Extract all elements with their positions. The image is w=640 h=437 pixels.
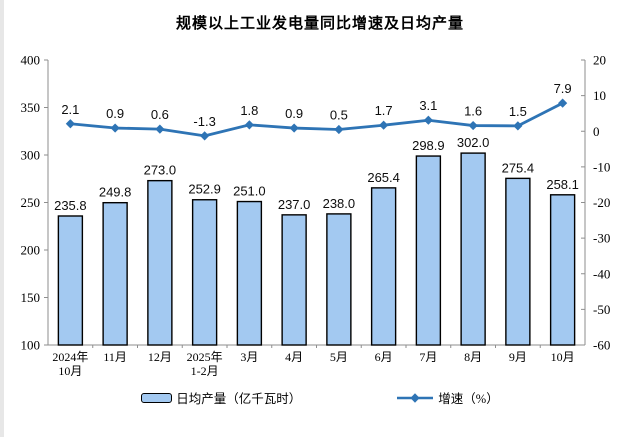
bar (549, 194, 576, 346)
x-axis-category-label: 1-2月 (191, 364, 219, 378)
line-marker-diamond (468, 120, 478, 131)
bar-value-label: 275.4 (502, 160, 535, 175)
line-marker-diamond (334, 124, 344, 135)
bar-value-label: 302.0 (457, 135, 490, 150)
line-value-label: 3.1 (419, 98, 437, 113)
right-axis-tick-label: -50 (593, 302, 610, 317)
line-value-label: 0.6 (151, 107, 169, 122)
x-axis-category-label: 2024年 (52, 350, 88, 364)
line-marker-diamond (244, 120, 254, 130)
line-legend-marker-icon (396, 392, 434, 404)
line-value-label: 0.9 (106, 106, 124, 121)
bar-value-label: 252.9 (188, 182, 221, 197)
bar-value-label: 249.8 (99, 185, 132, 200)
x-axis-category-label: 10月 (58, 364, 82, 378)
right-axis-tick-label: 20 (593, 53, 606, 68)
x-axis-category-label: 11月 (103, 350, 127, 364)
x-axis-category-label: 4月 (285, 350, 303, 364)
left-axis-tick-label: 100 (21, 338, 41, 353)
x-axis-category-label: 2025年 (187, 350, 223, 364)
line-value-label: 0.5 (330, 107, 348, 122)
x-axis-category-label: 10月 (551, 350, 575, 364)
x-axis-category-label: 3月 (240, 350, 258, 364)
line-marker-diamond (65, 119, 75, 129)
bar (191, 199, 218, 346)
line-marker-diamond (289, 123, 299, 133)
bar (57, 215, 84, 346)
right-axis-tick-label: -20 (593, 195, 610, 210)
right-axis-tick-label: -40 (593, 266, 610, 281)
x-axis-category-label: 7月 (419, 350, 437, 364)
bar (326, 213, 352, 346)
left-axis-tick-label: 250 (21, 195, 41, 210)
bar (505, 177, 531, 346)
line-marker-diamond (155, 124, 165, 134)
chart-title: 规模以上工业发电量同比增速及日均产量 (175, 15, 464, 32)
bar-value-label: 265.4 (367, 170, 400, 185)
bar (102, 201, 128, 346)
left-axis-tick-label: 150 (21, 290, 41, 305)
bar (370, 187, 397, 346)
legend-item-bar: 日均产量（亿千瓦时） (141, 388, 301, 407)
line-value-label: 0.9 (285, 106, 303, 121)
x-axis-category-label: 6月 (375, 350, 393, 364)
left-axis-tick-label: 200 (21, 243, 41, 258)
right-axis-tick-label: -10 (593, 159, 610, 174)
bar (415, 155, 442, 346)
right-axis-tick-label: 0 (593, 124, 600, 139)
x-axis-category-label: 8月 (464, 350, 482, 364)
bar (147, 179, 173, 346)
line-value-label: 1.7 (375, 103, 393, 118)
growth-line (70, 101, 564, 138)
bar-value-label: 237.0 (278, 197, 311, 212)
line-marker-diamond (513, 121, 523, 131)
left-axis-tick-label: 300 (21, 148, 41, 163)
bar-value-label: 298.9 (412, 138, 445, 153)
bar (236, 200, 263, 346)
line-marker-diamond (110, 123, 120, 133)
line-legend-label: 增速（%） (438, 392, 499, 406)
legend: 日均产量（亿千瓦时） 增速（%） (0, 388, 640, 407)
line-value-label: 1.6 (464, 104, 482, 119)
line-value-label: 1.8 (240, 103, 258, 118)
bar-value-label: 235.8 (54, 198, 87, 213)
line-marker-diamond (558, 98, 568, 108)
left-edge-strip (0, 0, 4, 437)
bar (460, 152, 486, 346)
bar-value-label: 258.1 (546, 177, 579, 192)
x-axis-category-label: 5月 (330, 350, 348, 364)
bar-value-label: 273.0 (144, 163, 177, 178)
line-value-label: 7.9 (554, 81, 572, 96)
right-axis-tick-label: -60 (593, 338, 610, 353)
bar-value-label: 238.0 (323, 196, 356, 211)
bar-legend-label: 日均产量（亿千瓦时） (176, 392, 302, 406)
line-marker-diamond (379, 120, 389, 130)
left-axis-tick-label: 350 (21, 100, 41, 115)
line-marker-diamond (423, 115, 433, 125)
line-value-label: 1.5 (509, 104, 527, 119)
right-axis-tick-label: 10 (593, 88, 606, 103)
legend-item-line: 增速（%） (396, 388, 499, 407)
bar (281, 214, 307, 346)
bar-value-label: 251.0 (233, 184, 266, 199)
right-axis-tick-label: -30 (593, 231, 610, 246)
left-axis-tick-label: 400 (21, 53, 41, 68)
line-value-label: -1.3 (193, 114, 215, 129)
line-marker-diamond (200, 131, 210, 141)
x-axis-category-label: 9月 (509, 350, 527, 364)
x-axis-category-label: 12月 (148, 350, 172, 364)
line-value-label: 2.1 (61, 102, 79, 117)
bar-legend-swatch-icon (141, 392, 173, 403)
